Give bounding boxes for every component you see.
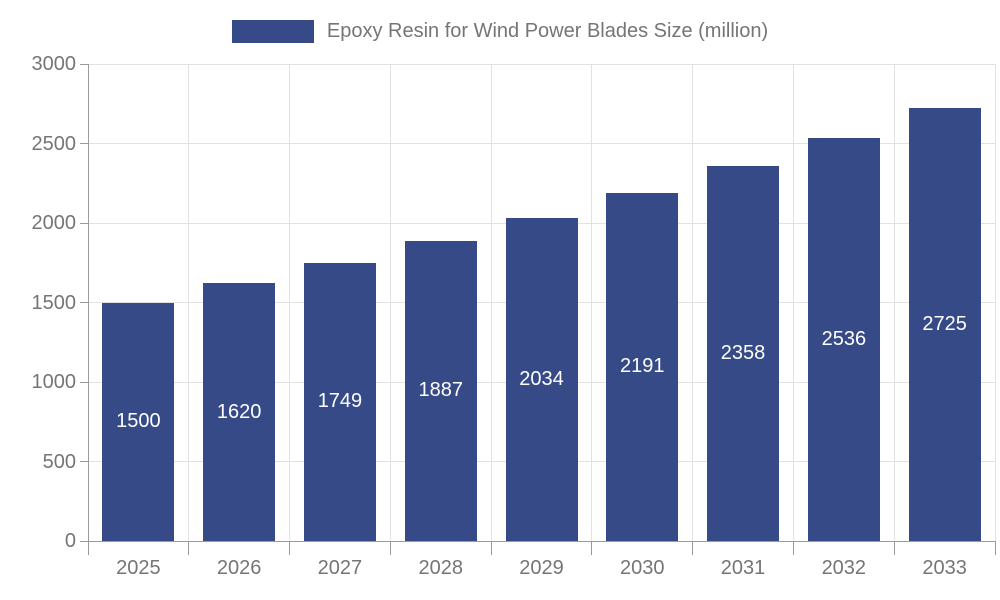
bar-2029[interactable]: 2034 <box>505 217 578 541</box>
y-axis-tick-label: 500 <box>42 450 76 473</box>
gridline-vertical <box>490 64 492 541</box>
gridline-vertical <box>289 64 291 541</box>
gridline-horizontal <box>88 63 995 65</box>
gridline-vertical <box>692 64 694 541</box>
y-axis-tick-label: 1500 <box>31 291 77 314</box>
x-axis-tick-label: 2026 <box>216 557 262 579</box>
bar-2033[interactable]: 2725 <box>908 107 981 541</box>
gridline-vertical <box>994 64 996 541</box>
legend-label: Epoxy Resin for Wind Power Blades Size (… <box>326 19 769 42</box>
gridline-vertical <box>792 64 794 541</box>
y-axis-tick-label: 1000 <box>31 371 77 393</box>
chart-legend[interactable]: Epoxy Resin for Wind Power Blades Size (… <box>0 18 1000 44</box>
bar-value-label: 1500 <box>116 410 161 433</box>
x-axis-tick <box>188 541 190 555</box>
y-axis-tick <box>80 381 88 383</box>
bar-value-label: 2725 <box>922 312 967 335</box>
y-axis-tick-label: 2000 <box>31 212 77 234</box>
x-axis-tick-label: 2032 <box>821 557 867 579</box>
y-axis-tick <box>80 143 88 144</box>
y-axis-tick <box>80 461 88 462</box>
x-axis-tick-label: 2027 <box>317 557 363 579</box>
x-axis-tick <box>289 541 291 555</box>
legend-swatch-icon <box>231 19 314 43</box>
x-axis-tick <box>591 541 593 555</box>
y-axis-tick <box>80 302 88 303</box>
bar-2030[interactable]: 2191 <box>606 192 679 541</box>
bar-2025[interactable]: 1500 <box>102 302 175 541</box>
x-axis-tick <box>893 541 895 555</box>
bar-value-label: 2034 <box>519 367 564 390</box>
y-axis-tick <box>80 63 88 65</box>
x-axis-tick <box>87 541 89 555</box>
y-axis-tick <box>80 540 88 542</box>
y-axis-tick-label: 2500 <box>31 132 77 155</box>
bar-2026[interactable]: 1620 <box>203 283 276 541</box>
x-axis-tick <box>389 541 391 555</box>
x-axis-tick-label: 2033 <box>922 557 967 579</box>
bar-value-label: 2358 <box>720 342 766 365</box>
bar-value-label: 1620 <box>216 400 262 423</box>
bar-value-label: 2536 <box>821 327 867 350</box>
gridline-vertical <box>591 64 593 541</box>
bar-value-label: 1887 <box>418 379 463 402</box>
x-axis-tick-label: 2025 <box>116 557 161 579</box>
x-axis-tick-label: 2031 <box>720 557 766 579</box>
y-axis-tick-label: 0 <box>64 530 76 552</box>
bar-value-label: 2191 <box>620 355 665 378</box>
y-axis-tick <box>80 222 88 224</box>
gridline-vertical <box>893 64 895 541</box>
bar-2032[interactable]: 2536 <box>807 137 880 541</box>
bar-2028[interactable]: 1887 <box>404 240 477 541</box>
x-axis-tick-label: 2030 <box>620 557 665 579</box>
x-axis-tick <box>692 541 694 555</box>
x-axis-tick <box>994 541 996 555</box>
y-axis-tick-label: 3000 <box>31 53 77 75</box>
x-axis-tick-label: 2029 <box>519 557 564 579</box>
y-axis-line <box>87 64 89 542</box>
x-axis-tick <box>792 541 794 555</box>
x-axis-tick <box>490 541 492 555</box>
x-axis-line <box>88 540 995 542</box>
bar-2031[interactable]: 2358 <box>707 166 780 541</box>
gridline-vertical <box>188 64 190 541</box>
bar-2027[interactable]: 1749 <box>303 262 376 541</box>
bar-value-label: 1749 <box>317 390 363 413</box>
gridline-horizontal <box>88 143 995 144</box>
x-axis-tick-label: 2028 <box>418 557 463 579</box>
gridline-vertical <box>389 64 391 541</box>
